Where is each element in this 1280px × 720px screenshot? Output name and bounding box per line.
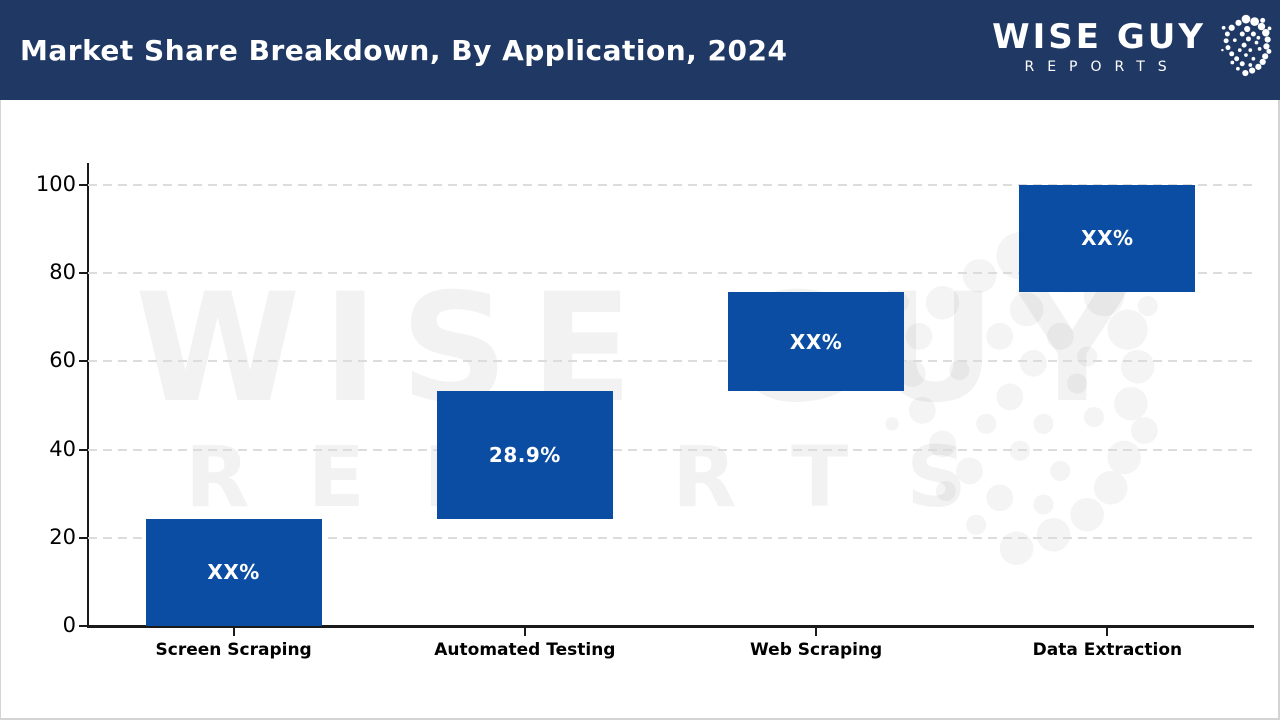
bar: 28.9% xyxy=(436,391,613,519)
bar-value-label: XX% xyxy=(789,329,843,354)
y-tick-label: 100 xyxy=(35,172,76,196)
x-tick-mark xyxy=(1106,628,1109,636)
gridline xyxy=(88,448,1253,451)
bar-value-label: XX% xyxy=(1081,226,1134,251)
x-tick-label: Screen Scraping xyxy=(155,640,312,660)
bar-value-label: XX% xyxy=(207,560,260,585)
y-tick-label: 40 xyxy=(49,436,76,461)
y-tick-mark xyxy=(79,360,88,363)
logo-text: WISE GUY REPORTS xyxy=(992,17,1206,75)
x-tick-mark xyxy=(523,628,526,636)
y-tick-mark xyxy=(79,184,88,186)
y-tick-label: 20 xyxy=(49,524,76,549)
gridline xyxy=(88,360,1253,363)
gridline xyxy=(88,536,1253,539)
x-axis-line xyxy=(87,625,1254,628)
x-tick-mark xyxy=(232,628,235,636)
bar-value-label: 28.9% xyxy=(488,443,561,468)
logo-wordmark: WISE GUY xyxy=(992,17,1206,58)
y-tick-label: 0 xyxy=(62,613,76,637)
y-tick-label: 60 xyxy=(49,348,76,373)
x-tick-label: Automated Testing xyxy=(434,640,616,660)
x-tick-label: Web Scraping xyxy=(750,640,883,660)
y-tick-label: 80 xyxy=(49,260,76,285)
y-axis-line xyxy=(87,163,89,627)
gridline xyxy=(88,272,1253,275)
y-tick-mark xyxy=(79,536,88,539)
x-tick-label: Data Extraction xyxy=(1032,640,1183,660)
page-title: Market Share Breakdown, By Application, … xyxy=(20,33,788,67)
x-tick-mark xyxy=(815,628,818,636)
watermark-wordmark: WISE GUY xyxy=(135,262,1149,436)
wise-guy-logo: WISE GUY REPORTS xyxy=(992,8,1272,86)
bar: XX% xyxy=(728,291,905,392)
gridline xyxy=(88,184,1253,186)
logo-subtitle: REPORTS xyxy=(1024,58,1180,75)
bar: XX% xyxy=(145,518,322,626)
header-band: Market Share Breakdown, By Application, … xyxy=(0,0,1280,100)
y-tick-mark xyxy=(79,448,88,451)
bar: XX% xyxy=(1019,185,1196,292)
y-tick-mark xyxy=(79,625,88,627)
y-tick-mark xyxy=(79,272,88,275)
